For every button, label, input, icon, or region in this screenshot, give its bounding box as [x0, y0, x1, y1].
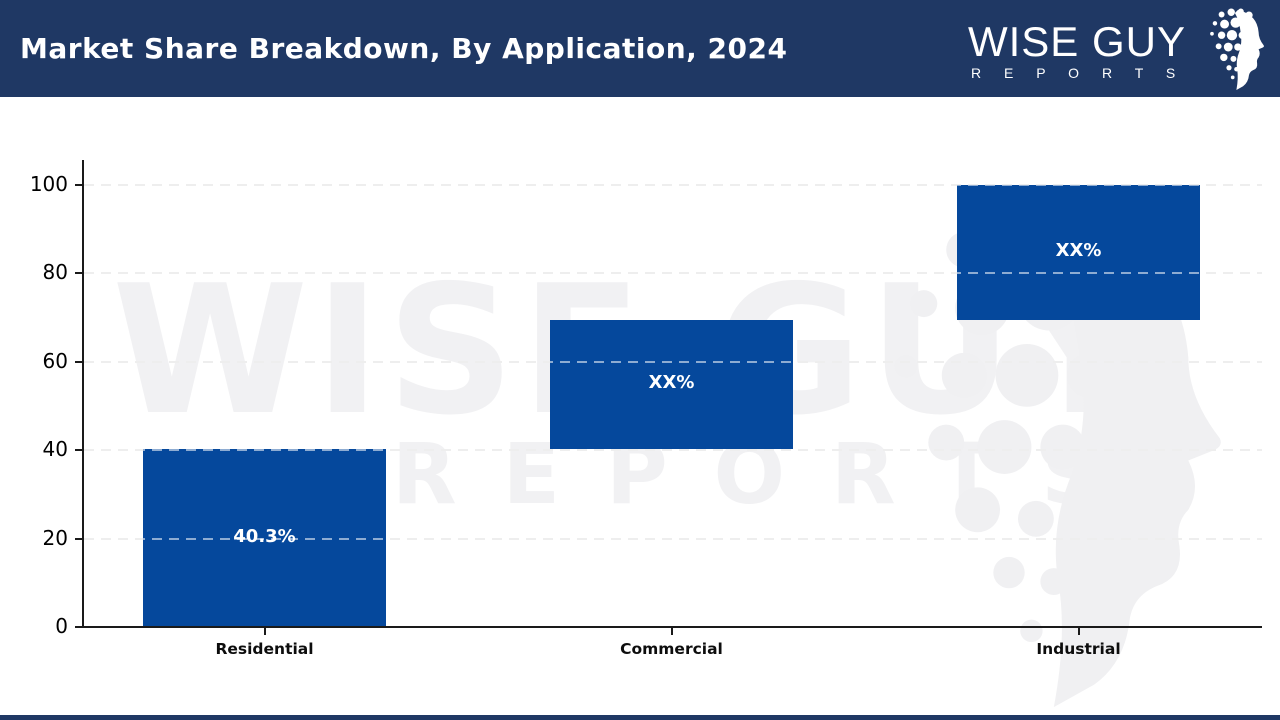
y-tick-mark	[75, 272, 84, 275]
bar-commercial	[550, 319, 793, 449]
bar-value-label: XX%	[1055, 240, 1102, 262]
gridline-overlay	[84, 449, 1262, 452]
header-bar: Market Share Breakdown, By Application, …	[0, 0, 1280, 97]
bar-industrial	[957, 185, 1200, 320]
y-tick-label: 0	[55, 614, 68, 638]
x-axis-label-residential: Residential	[215, 640, 314, 658]
y-tick-mark	[75, 449, 84, 452]
y-tick-mark	[75, 537, 84, 540]
x-axis-label-industrial: Industrial	[1036, 640, 1121, 658]
y-tick-mark	[75, 626, 84, 628]
x-axis-label-commercial: Commercial	[620, 640, 723, 658]
gridline-overlay	[84, 360, 1262, 363]
page-title: Market Share Breakdown, By Application, …	[20, 32, 788, 65]
bar-value-label: 40.3%	[233, 525, 296, 547]
y-tick-mark	[75, 360, 84, 363]
x-tick-mark	[263, 627, 266, 635]
logo-line2: R E P O R T S	[970, 64, 1185, 81]
gridline-overlay	[84, 184, 1262, 186]
logo-head-icon	[1210, 8, 1264, 90]
footer-bar	[0, 715, 1280, 720]
logo-line1: WISE GUY	[967, 17, 1186, 65]
wise-guy-logo: WISE GUY R E P O R T S	[968, 8, 1266, 92]
y-tick-label: 40	[42, 437, 68, 462]
bar-value-label: XX%	[648, 372, 695, 394]
y-tick-label: 80	[42, 260, 68, 285]
x-tick-mark	[670, 627, 673, 635]
watermark-head-icon	[894, 213, 1221, 708]
y-tick-label: 100	[29, 172, 68, 196]
y-tick-label: 60	[42, 348, 68, 373]
y-tick-label: 20	[42, 525, 68, 550]
y-tick-mark	[75, 184, 84, 186]
logo-wordmark: WISE GUY R E P O R T S	[967, 17, 1186, 81]
y-axis-line	[82, 160, 84, 628]
gridline-overlay	[84, 537, 1262, 540]
gridline-overlay	[84, 272, 1262, 275]
x-tick-mark	[1077, 627, 1080, 635]
